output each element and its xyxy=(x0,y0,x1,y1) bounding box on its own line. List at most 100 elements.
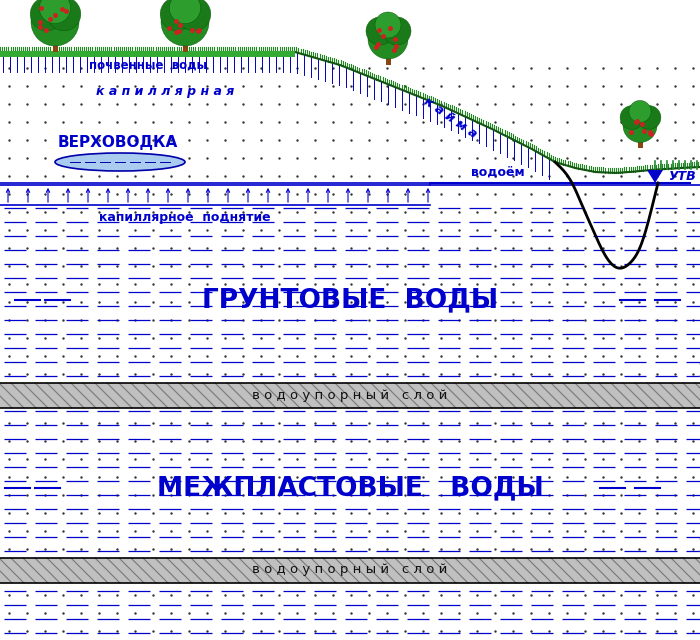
Point xyxy=(615,526,626,536)
Point xyxy=(183,544,195,554)
Point xyxy=(291,472,302,482)
Point xyxy=(489,333,500,343)
Point xyxy=(561,472,573,482)
Point xyxy=(597,508,608,518)
Point xyxy=(165,135,176,145)
Point xyxy=(580,472,591,482)
Point xyxy=(417,117,428,127)
Point xyxy=(489,207,500,217)
Point xyxy=(652,99,663,109)
Point xyxy=(615,608,626,618)
Point xyxy=(345,472,356,482)
Point xyxy=(237,315,248,325)
Point xyxy=(363,225,374,235)
Point xyxy=(687,351,699,361)
Point xyxy=(382,418,393,428)
Point xyxy=(363,243,374,253)
Point xyxy=(489,472,500,482)
Point xyxy=(237,526,248,536)
Point xyxy=(219,351,230,361)
Point xyxy=(561,526,573,536)
Point xyxy=(274,333,285,343)
Point xyxy=(4,81,15,91)
Point xyxy=(687,608,699,618)
Point xyxy=(4,490,15,500)
Point xyxy=(417,81,428,91)
Point xyxy=(237,189,248,199)
Point xyxy=(76,626,87,636)
Point xyxy=(652,454,663,464)
Point xyxy=(400,490,411,500)
Point xyxy=(435,436,447,446)
Point xyxy=(165,544,176,554)
Point xyxy=(669,315,680,325)
Point xyxy=(291,225,302,235)
Point xyxy=(202,189,213,199)
Point xyxy=(165,171,176,181)
Point xyxy=(634,243,645,253)
Point xyxy=(57,626,69,636)
Point xyxy=(165,369,176,379)
Point xyxy=(382,472,393,482)
Point xyxy=(111,207,122,217)
Point xyxy=(454,153,465,163)
Point xyxy=(76,315,87,325)
Point xyxy=(130,297,141,307)
Point xyxy=(183,153,195,163)
Point xyxy=(345,454,356,464)
Point xyxy=(309,225,321,235)
Point xyxy=(22,472,33,482)
Point xyxy=(652,117,663,127)
Point xyxy=(22,171,33,181)
Point xyxy=(508,351,519,361)
Point xyxy=(76,490,87,500)
Point xyxy=(454,189,465,199)
Point xyxy=(580,315,591,325)
Circle shape xyxy=(39,0,71,24)
Point xyxy=(256,315,267,325)
Point xyxy=(4,608,15,618)
Point xyxy=(256,171,267,181)
Point xyxy=(489,117,500,127)
Point xyxy=(669,590,680,600)
Point xyxy=(93,81,104,91)
Point xyxy=(652,351,663,361)
Point xyxy=(435,225,447,235)
Point xyxy=(256,135,267,145)
Point xyxy=(400,225,411,235)
Point xyxy=(363,117,374,127)
Point xyxy=(183,626,195,636)
Point xyxy=(4,472,15,482)
Point xyxy=(543,225,554,235)
Point xyxy=(471,207,482,217)
Point xyxy=(669,153,680,163)
Point xyxy=(435,608,447,618)
Point xyxy=(202,171,213,181)
Point xyxy=(687,490,699,500)
Circle shape xyxy=(623,109,657,143)
Point xyxy=(580,590,591,600)
Point xyxy=(4,454,15,464)
Point xyxy=(669,418,680,428)
Circle shape xyxy=(375,12,401,38)
Point xyxy=(76,261,87,271)
Point xyxy=(57,261,69,271)
Point xyxy=(219,454,230,464)
Point xyxy=(435,508,447,518)
Point xyxy=(219,153,230,163)
Point xyxy=(489,369,500,379)
Point xyxy=(454,608,465,618)
Point xyxy=(39,171,50,181)
Point xyxy=(561,544,573,554)
Point xyxy=(652,526,663,536)
Point xyxy=(345,626,356,636)
Point xyxy=(328,333,339,343)
Point xyxy=(489,608,500,618)
Point xyxy=(652,81,663,91)
Point xyxy=(22,153,33,163)
Point xyxy=(111,153,122,163)
Point xyxy=(328,117,339,127)
Point xyxy=(634,436,645,446)
Point xyxy=(634,544,645,554)
Point xyxy=(435,626,447,636)
